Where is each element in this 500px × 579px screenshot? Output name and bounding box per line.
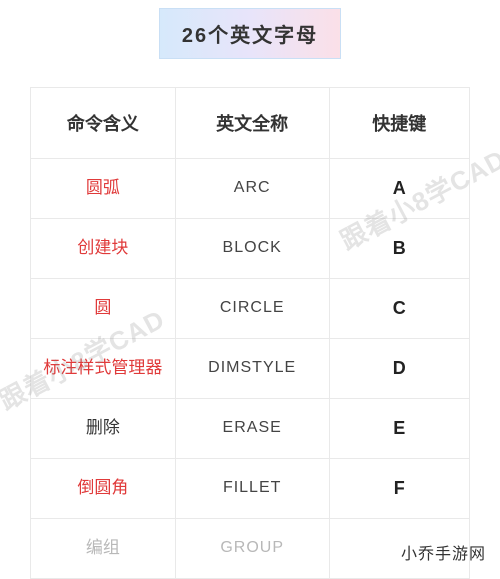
cell-cmd: 倒圆角 [31, 458, 176, 518]
page-title: 26个英文字母 [159, 8, 341, 59]
cell-en: FILLET [175, 458, 329, 518]
table-header-row: 命令含义 英文全称 快捷键 [31, 88, 470, 159]
cell-en: ERASE [175, 398, 329, 458]
cell-key: E [329, 398, 470, 458]
cell-en: ARC [175, 159, 329, 219]
cell-en: GROUP [175, 518, 329, 578]
table-body: 圆弧 ARC A 创建块 BLOCK B 圆 CIRCLE C 标注样式管理器 … [31, 159, 470, 579]
cell-key: A [329, 159, 470, 219]
cell-key: F [329, 458, 470, 518]
cell-cmd: 圆 [31, 278, 176, 338]
cell-en: CIRCLE [175, 278, 329, 338]
cell-key: C [329, 278, 470, 338]
cell-cmd: 编组 [31, 518, 176, 578]
col-header-key: 快捷键 [329, 88, 470, 159]
commands-table: 命令含义 英文全称 快捷键 圆弧 ARC A 创建块 BLOCK B 圆 CIR… [30, 87, 470, 579]
table-row: 圆弧 ARC A [31, 159, 470, 219]
cell-en: BLOCK [175, 218, 329, 278]
col-header-cmd: 命令含义 [31, 88, 176, 159]
cell-cmd: 创建块 [31, 218, 176, 278]
table-row: 圆 CIRCLE C [31, 278, 470, 338]
table-row: 倒圆角 FILLET F [31, 458, 470, 518]
cell-en: DIMSTYLE [175, 338, 329, 398]
col-header-en: 英文全称 [175, 88, 329, 159]
cell-cmd: 圆弧 [31, 159, 176, 219]
cell-key: D [329, 338, 470, 398]
table-row: 标注样式管理器 DIMSTYLE D [31, 338, 470, 398]
title-container: 26个英文字母 [30, 8, 470, 59]
cell-key: B [329, 218, 470, 278]
cell-cmd: 标注样式管理器 [31, 338, 176, 398]
cell-cmd: 删除 [31, 398, 176, 458]
footer-brand: 小乔手游网 [401, 540, 486, 564]
table-row: 删除 ERASE E [31, 398, 470, 458]
table-row: 创建块 BLOCK B [31, 218, 470, 278]
